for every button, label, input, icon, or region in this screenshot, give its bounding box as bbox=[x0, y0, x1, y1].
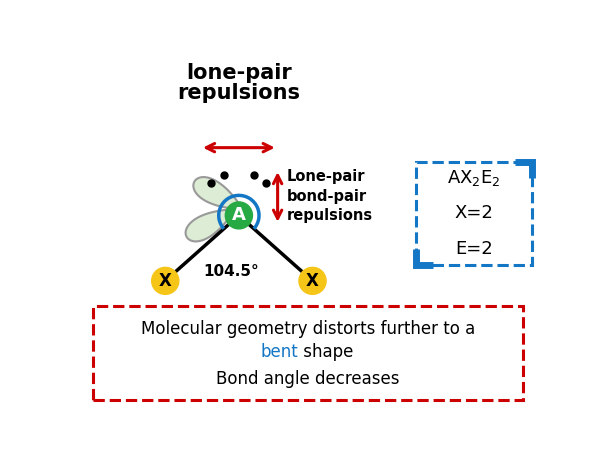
Circle shape bbox=[299, 267, 326, 294]
Circle shape bbox=[152, 267, 179, 294]
Text: A: A bbox=[232, 207, 246, 224]
Text: Molecular geometry distorts further to a: Molecular geometry distorts further to a bbox=[141, 321, 476, 338]
Polygon shape bbox=[193, 177, 243, 209]
Circle shape bbox=[225, 202, 253, 229]
Text: X: X bbox=[306, 272, 319, 290]
FancyBboxPatch shape bbox=[93, 306, 523, 400]
Text: Lone-pair
bond-pair
repulsions: Lone-pair bond-pair repulsions bbox=[287, 169, 373, 223]
Text: X=2: X=2 bbox=[454, 204, 493, 222]
Text: repulsions: repulsions bbox=[177, 83, 300, 103]
Text: AX$_2$E$_2$: AX$_2$E$_2$ bbox=[447, 168, 501, 188]
Polygon shape bbox=[186, 209, 235, 242]
Text: E=2: E=2 bbox=[455, 240, 493, 257]
Text: lone-pair: lone-pair bbox=[186, 63, 292, 83]
Text: Bond angle decreases: Bond angle decreases bbox=[216, 370, 400, 388]
Text: shape: shape bbox=[298, 343, 354, 360]
FancyBboxPatch shape bbox=[415, 162, 532, 266]
Text: X: X bbox=[159, 272, 172, 290]
Text: 104.5°: 104.5° bbox=[203, 264, 259, 279]
Text: bent: bent bbox=[261, 343, 298, 360]
